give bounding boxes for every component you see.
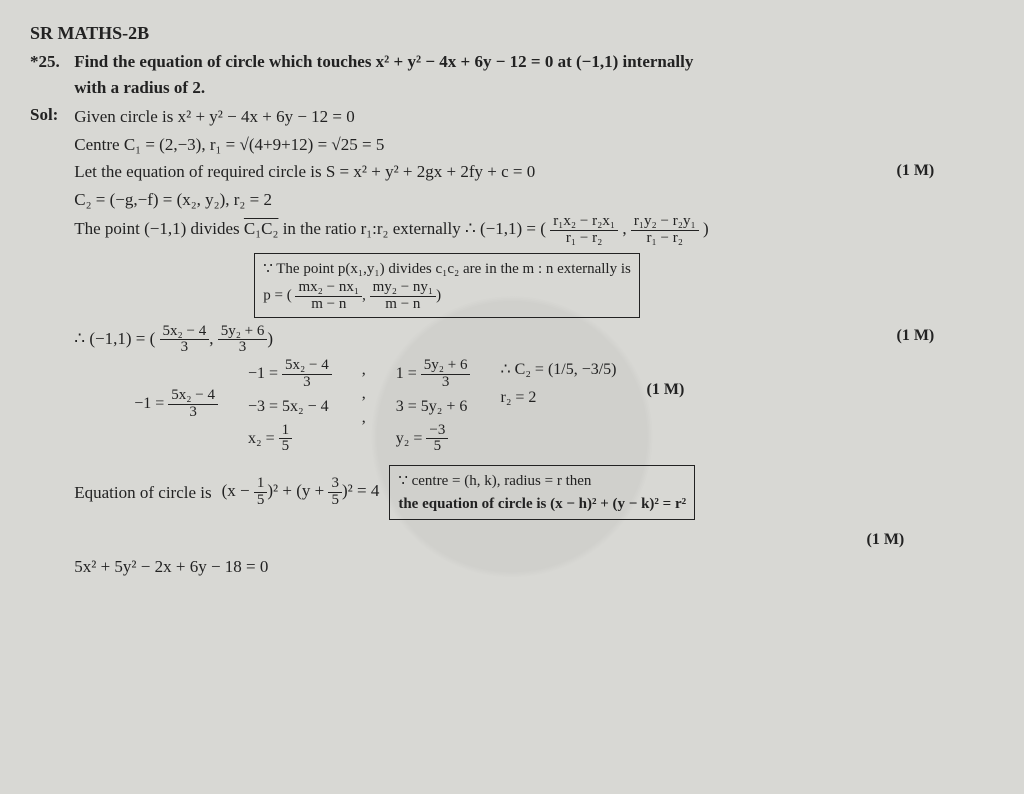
eq-circle-expr: (x − 15)² + (y + 35)² = 4 [222,476,380,509]
c2-line: C₂ = (−g,−f) = (x₂, y₂), r₂ = 2 [74,187,944,213]
divides-pre: The point (−1,1) divides [74,219,244,238]
conc: ∴ C₂ = (1/5, −3/5) [500,358,616,382]
r2eq: r₂ = 2 [500,386,616,410]
solution-label: Sol: [30,102,70,128]
c1b: −3 = 5x₂ − 4 [248,395,332,419]
divides-line: The point (−1,1) divides C₁C₂ in the rat… [74,214,944,247]
given-circle: Given circle is x² + y² − 4x + 6y − 12 =… [74,104,944,130]
c1c2-bar: C₁C₂ [244,219,279,238]
solution-body: Given circle is x² + y² − 4x + 6y − 12 =… [74,102,944,582]
c1a: −1 = 5x₂ − 43 [248,358,332,391]
centre-line: Centre C₁ = (2,−3), r₁ = √(4+9+12) = √25… [74,132,944,158]
c2a: 1 = 5y₂ + 63 [396,358,471,391]
question-number: *25. [30,49,70,75]
solve-group: −1 = 5x₂ − 43 −1 = 5x₂ − 43 −3 = 5x₂ − 4… [134,358,944,455]
final-eq: 5x² + 5y² − 2x + 6y − 18 = 0 [74,554,944,580]
mark-2: (1 M) [896,324,934,348]
page-header: SR MATHS-2B [30,20,994,47]
formula-box-a: ∵ The point p(x₁,y₁) divides c₁c₂ are in… [254,249,944,322]
divides-mid: in the ratio r₁:r₂ externally ∴ (−1,1) = [283,219,541,238]
therefore-pre: ∴ (−1,1) = [74,329,149,348]
boxA-l1: ∵ The point p(x₁,y₁) divides c₁c₂ are in… [263,258,631,281]
left-dup: −1 = 5x₂ − 43 [134,388,218,421]
boxB-l2: the equation of circle is (x − h)² + (y … [398,493,686,516]
let-s-text: Let the equation of required circle is S… [74,162,535,181]
q-line2: with a radius of 2. [74,78,205,97]
frac-r1: r₁x₂ − r₂x₁r₁ − r₂ [550,214,618,247]
mark-4: (1 M) [866,531,904,548]
eq-circle-pre: Equation of circle is [74,480,211,506]
therefore-line: ∴ (−1,1) = ( 5x₂ − 43, 5y₂ + 63) (1 M) [74,324,944,357]
boxB-l1: ∵ centre = (h, k), radius = r then [398,470,686,493]
q-line1: Find the equation of circle which touche… [74,52,693,71]
frac-r2: r₁y₂ − r₂y₁r₁ − r₂ [631,214,699,247]
eq-circle-line: Equation of circle is (x − 15)² + (y + 3… [74,461,944,524]
c1c: x₂ = 15 [248,423,332,456]
question-text: Find the equation of circle which touche… [74,49,944,100]
c2b: 3 = 5y₂ + 6 [396,395,471,419]
c2c: y₂ = −35 [396,423,471,456]
let-s: Let the equation of required circle is S… [74,159,944,185]
mark-3: (1 M) [647,378,685,402]
boxA-l2: p = ( mx₂ − nx₁m − n, my₂ − ny₁m − n) [263,280,631,313]
mark-1: (1 M) [896,159,934,183]
formula-box-b: ∵ centre = (h, k), radius = r then the e… [389,465,695,520]
